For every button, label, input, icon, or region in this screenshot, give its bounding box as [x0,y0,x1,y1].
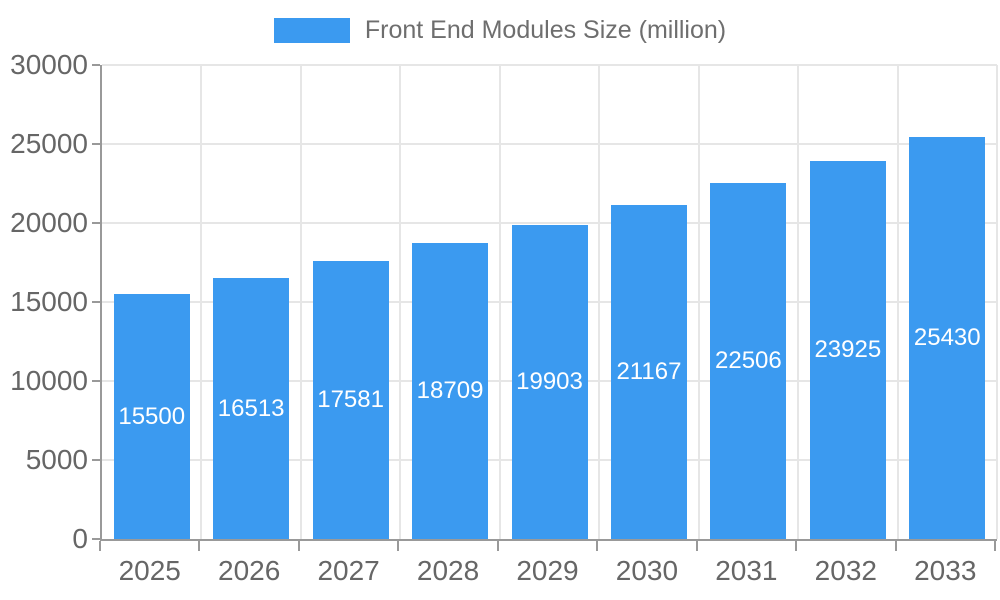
bar-value-label: 25430 [913,324,981,352]
bar-value-label: 22506 [715,347,782,375]
x-gridline [797,65,800,539]
bar-value-label: 15500 [118,402,186,430]
bar-2033: 25430 [909,137,986,539]
y-tick-label: 10000 [10,365,88,396]
x-axis-tick [99,541,101,551]
y-gridline [102,64,997,66]
x-axis-tick [795,541,798,551]
bar-2027: 17581 [312,261,389,539]
y-axis-tick [92,143,100,145]
y-tick-label: 5000 [25,444,88,475]
bar-2030: 21167 [610,204,687,539]
bar-value-label: 17581 [317,386,384,414]
y-tick-label: 0 [72,523,88,554]
x-axis-tick [297,541,300,551]
x-tick-label: 2027 [317,555,380,586]
y-axis-tick [92,64,100,66]
x-tick-label: 2031 [715,555,778,586]
x-tick-label: 2026 [218,555,281,586]
bar-2026: 16513 [213,278,290,539]
x-axis-tick [994,541,996,551]
x-gridline [399,65,402,539]
y-axis-tick [92,538,100,540]
x-axis-tick [198,541,201,551]
y-tick-label: 20000 [10,207,88,238]
bar-value-label: 16513 [217,394,285,422]
bar-2031: 22506 [710,183,787,539]
x-axis-tick [894,541,897,551]
x-gridline [697,65,700,539]
y-axis-tick [92,222,100,224]
x-tick-label: 2030 [615,555,679,586]
bar-value-label: 23925 [814,336,882,363]
y-gridline [102,222,997,224]
y-tick-label: 15000 [10,286,88,317]
x-axis-tick [695,541,698,551]
y-tick-label: 30000 [10,49,88,80]
y-axis-tick [92,380,100,382]
x-gridline [299,65,302,539]
bar-value-label: 19903 [516,367,583,395]
x-tick-label: 2033 [914,555,977,586]
x-gridline [200,65,203,539]
x-gridline [996,65,998,539]
x-tick-label: 2032 [814,555,877,586]
x-gridline [896,65,899,539]
y-axis-tick [92,459,100,461]
x-tick-label: 2029 [516,555,579,586]
legend-swatch-icon [273,17,350,43]
bar-2028: 18709 [412,243,489,539]
x-axis-tick [596,541,599,551]
bar-2032: 23925 [809,161,886,539]
plot-area: 15500 16513 17581 18709 19903 21167 22506 23925… [100,64,998,541]
x-tick-label: 2028 [416,555,480,586]
y-tick-label: 25000 [10,128,88,159]
x-axis-tick [496,541,499,551]
x-axis-tick [397,541,400,551]
x-gridline [598,65,601,539]
x-gridline [498,65,501,539]
legend-item[interactable]: Front End Modules Size (million) [0,14,1000,46]
legend-label: Front End Modules Size (million) [364,15,727,44]
bar-2025: 15500 [113,294,190,539]
y-axis-tick [92,301,100,303]
x-tick-label: 2025 [118,555,181,586]
bar-2029: 19903 [511,224,588,539]
bar-value-label: 21167 [616,357,682,385]
y-gridline [102,143,997,145]
bar-value-label: 18709 [416,377,484,405]
